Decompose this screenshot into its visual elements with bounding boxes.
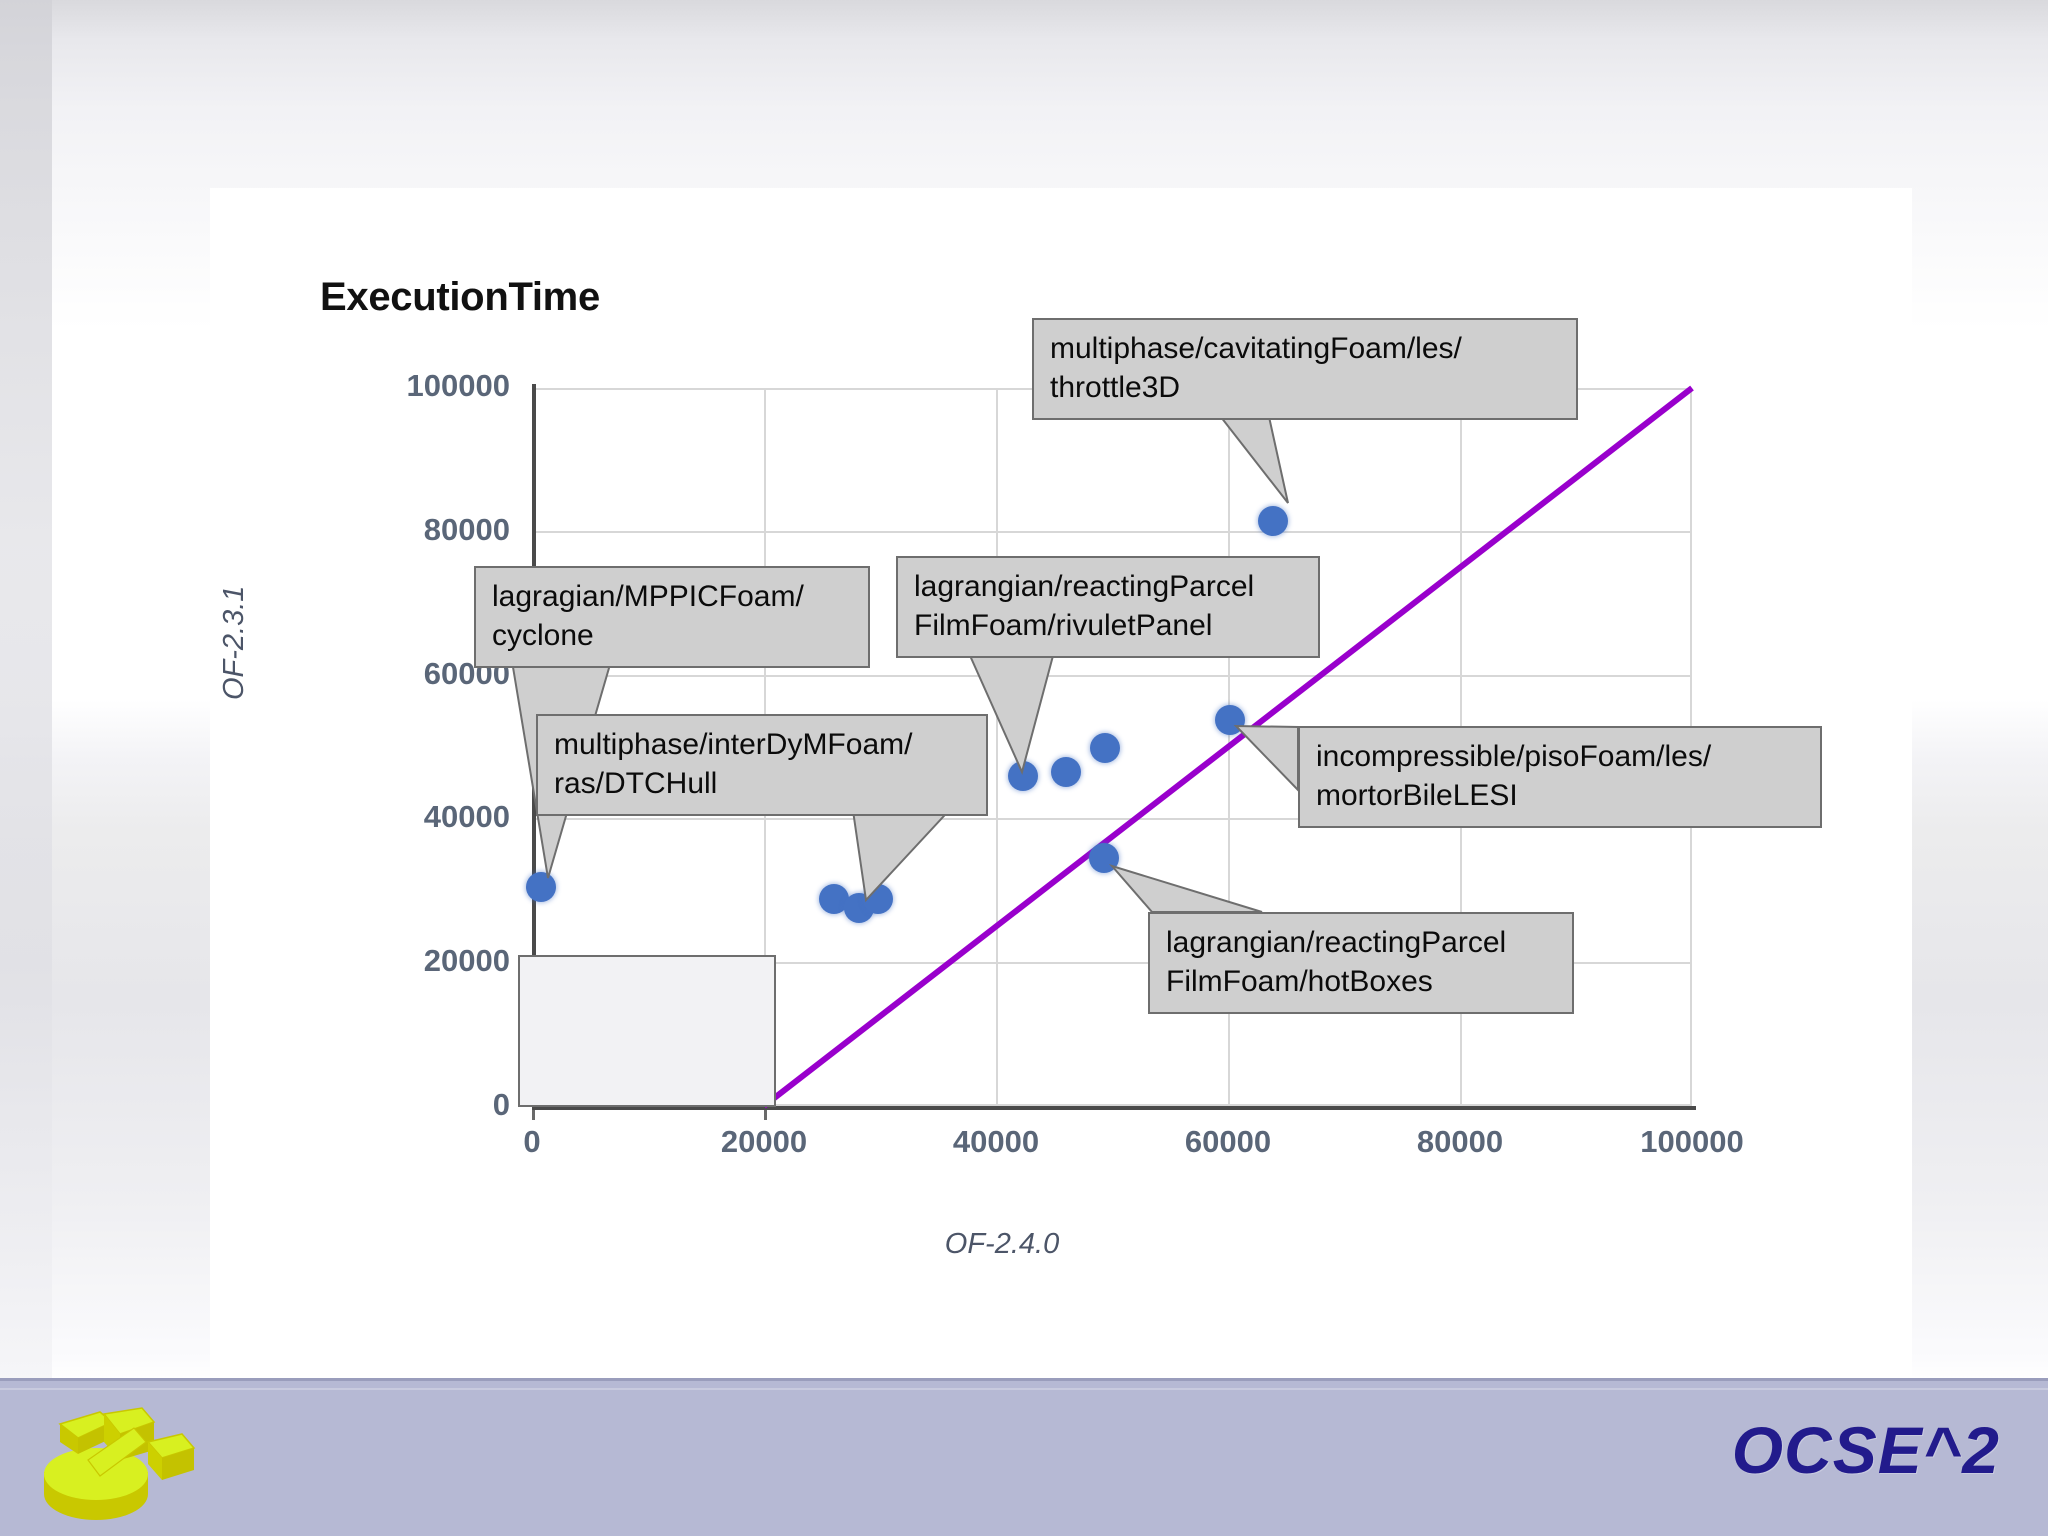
x-tick-label-60000: 60000 — [1184, 1124, 1272, 1159]
x-axis-title: OF-2.4.0 — [0, 1228, 2048, 1261]
callout-tail-hotboxes — [1108, 864, 1263, 913]
x-axis-tick-0 — [532, 1110, 535, 1120]
x-tick-label-40000: 40000 — [952, 1124, 1040, 1159]
data-point-mppic-cyclone[interactable] — [526, 872, 556, 902]
chart-title: ExecutionTime — [320, 275, 600, 319]
data-point-cluster-4[interactable] — [1090, 733, 1120, 763]
x-axis-tick-20000 — [764, 1110, 767, 1120]
callout-dtchull[interactable]: multiphase/interDyMFoam/ ras/DTCHull — [536, 714, 988, 816]
data-point-cavitatingfoam[interactable] — [1258, 506, 1288, 536]
callout-cavitatingfoam[interactable]: multiphase/cavitatingFoam/les/ throttle3… — [1032, 318, 1578, 420]
callout-pisofoam[interactable]: incompressible/pisoFoam/les/ mortorBileL… — [1298, 726, 1822, 828]
footer-hairline — [0, 1388, 2048, 1390]
ocse-3d-mark-icon — [44, 1407, 196, 1520]
y-axis-tick-labels: 100000 80000 60000 40000 20000 0 — [310, 0, 510, 1536]
callout-rivuletpanel[interactable]: lagrangian/reactingParcel FilmFoam/rivul… — [896, 556, 1320, 658]
x-axis-title-text: OF-2.4.0 — [944, 1228, 1060, 1260]
x-tick-label-100000: 100000 — [1640, 1124, 1744, 1159]
callout-hotboxes[interactable]: lagrangian/reactingParcel FilmFoam/hotBo… — [1148, 912, 1574, 1014]
data-point-cluster-3[interactable] — [1051, 757, 1081, 787]
x-tick-label-80000: 80000 — [1416, 1124, 1504, 1159]
y-tick-label-0: 0 — [492, 1087, 510, 1122]
y-tick-label-80000: 80000 — [423, 512, 510, 547]
x-tick-label-0: 0 — [523, 1124, 541, 1159]
y-tick-label-40000: 40000 — [423, 799, 510, 834]
y-tick-label-20000: 20000 — [423, 943, 510, 978]
y-tick-label-100000: 100000 — [406, 368, 510, 403]
ocse-brand-text: OCSE^2 — [1731, 1413, 2000, 1487]
chart-legend-box — [518, 955, 776, 1107]
x-tick-label-20000: 20000 — [720, 1124, 808, 1159]
callout-mppic-cyclone[interactable]: lagragian/MPPICFoam/ cyclone — [474, 566, 870, 668]
slide-footer-bar — [0, 1378, 2048, 1536]
slide-left-gradient-band — [0, 0, 52, 1378]
callout-tail-piso — [1233, 724, 1299, 793]
